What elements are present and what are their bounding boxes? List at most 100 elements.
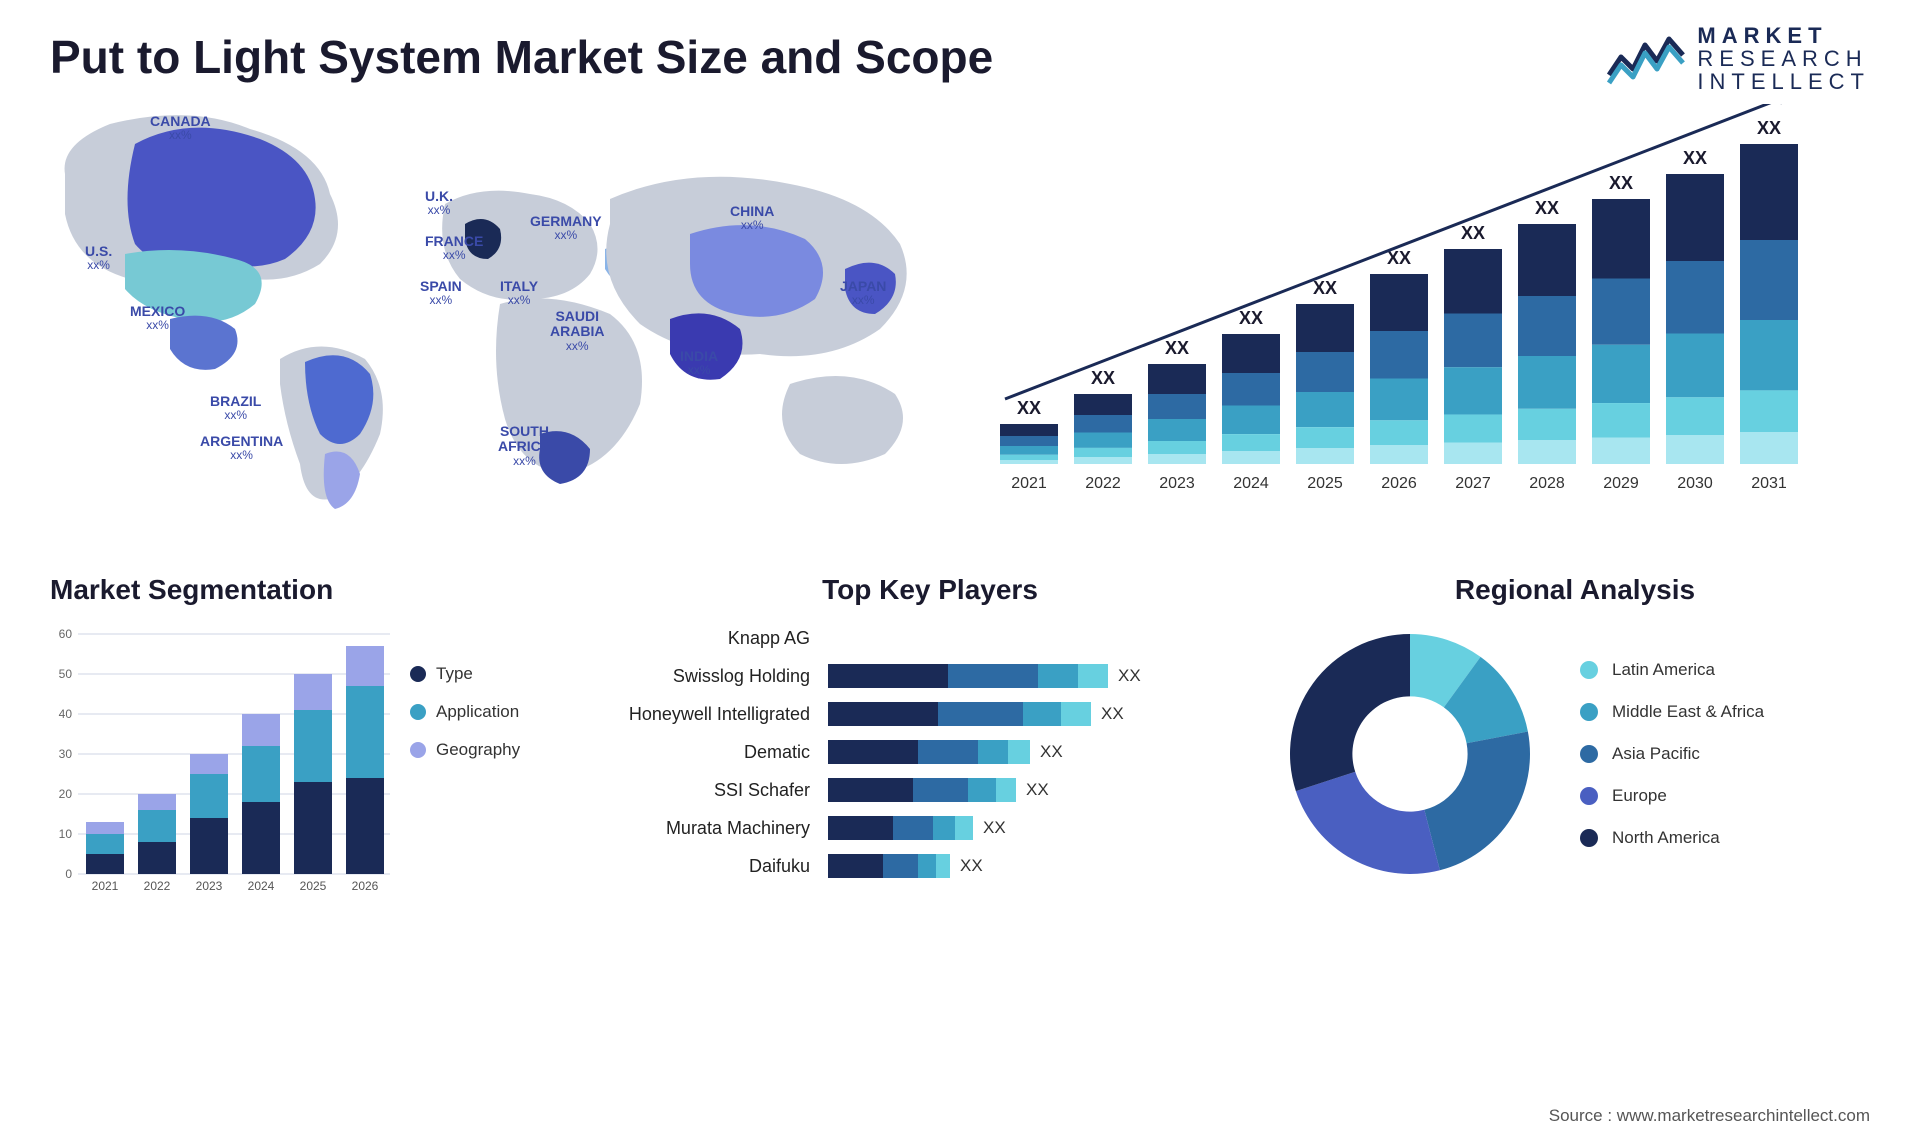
logo-icon <box>1607 31 1685 87</box>
key-player-bar <box>828 778 1016 802</box>
key-player-value: XX <box>1118 666 1141 686</box>
legend-swatch <box>1580 829 1598 847</box>
key-player-label: SSI Schafer <box>714 776 810 804</box>
bar-segment <box>913 778 968 802</box>
bar-segment <box>948 664 1038 688</box>
legend-swatch <box>1580 661 1598 679</box>
key-player-label: Daifuku <box>749 852 810 880</box>
bar-segment <box>968 778 996 802</box>
svg-text:XX: XX <box>1683 148 1707 168</box>
svg-text:2024: 2024 <box>248 879 275 893</box>
svg-text:2025: 2025 <box>300 879 327 893</box>
key-player-value: XX <box>1101 704 1124 724</box>
svg-text:XX: XX <box>1017 398 1041 418</box>
key-player-value: XX <box>960 856 983 876</box>
world-map-panel: CANADAxx%U.S.xx%MEXICOxx%BRAZILxx%ARGENT… <box>50 104 950 524</box>
segmentation-title: Market Segmentation <box>50 574 580 606</box>
bar-segment <box>996 778 1016 802</box>
svg-text:2021: 2021 <box>1011 475 1047 492</box>
legend-swatch <box>1580 703 1598 721</box>
svg-text:30: 30 <box>59 747 73 761</box>
map-country-label: MEXICOxx% <box>130 304 185 333</box>
svg-text:XX: XX <box>1313 278 1337 298</box>
svg-text:2026: 2026 <box>352 879 379 893</box>
logo-text-2: RESEARCH <box>1697 47 1870 70</box>
segmentation-legend-item: Application <box>410 702 520 722</box>
bar-segment <box>828 664 948 688</box>
svg-text:XX: XX <box>1165 338 1189 358</box>
key-player-bar <box>828 702 1091 726</box>
map-country-label: JAPANxx% <box>840 279 886 308</box>
svg-text:2023: 2023 <box>1159 475 1195 492</box>
key-player-value: XX <box>983 818 1006 838</box>
segmentation-panel: Market Segmentation 01020304050602021202… <box>50 574 580 894</box>
key-player-value: XX <box>1040 742 1063 762</box>
segmentation-legend-item: Geography <box>410 740 520 760</box>
regional-legend-item: Latin America <box>1580 660 1764 680</box>
svg-text:XX: XX <box>1535 198 1559 218</box>
svg-text:2030: 2030 <box>1677 475 1713 492</box>
map-country-label: GERMANYxx% <box>530 214 602 243</box>
key-player-bar-row: XX <box>828 700 1250 728</box>
bar-segment <box>828 816 893 840</box>
segmentation-chart: 0102030405060202120222023202420252026 <box>50 624 390 894</box>
key-player-bar <box>828 854 950 878</box>
key-player-bar <box>828 816 973 840</box>
legend-swatch <box>1580 745 1598 763</box>
legend-label: Application <box>436 702 519 722</box>
legend-label: Asia Pacific <box>1612 744 1700 764</box>
key-player-label: Dematic <box>744 738 810 766</box>
bar-segment <box>893 816 933 840</box>
map-country-label: BRAZILxx% <box>210 394 261 423</box>
svg-text:0: 0 <box>65 867 72 881</box>
svg-text:XX: XX <box>1239 308 1263 328</box>
legend-label: Latin America <box>1612 660 1715 680</box>
key-players-panel: Top Key Players Knapp AGSwisslog Holding… <box>610 574 1250 894</box>
forecast-chart-panel: XX2021XX2022XX2023XX2024XX2025XX2026XX20… <box>990 104 1870 524</box>
bar-segment <box>936 854 950 878</box>
svg-text:2022: 2022 <box>1085 475 1121 492</box>
regional-legend-item: Middle East & Africa <box>1580 702 1764 722</box>
bar-segment <box>978 740 1008 764</box>
key-players-labels: Knapp AGSwisslog HoldingHoneywell Intell… <box>610 624 810 880</box>
bar-segment <box>918 740 978 764</box>
map-country-label: U.K.xx% <box>425 189 453 218</box>
segmentation-legend: Type Application Geography <box>410 624 520 894</box>
logo-text-3: INTELLECT <box>1697 70 1870 93</box>
regional-donut-chart <box>1280 624 1540 884</box>
bar-segment <box>1061 702 1091 726</box>
bar-segment <box>1008 740 1030 764</box>
forecast-chart: XX2021XX2022XX2023XX2024XX2025XX2026XX20… <box>990 104 1820 504</box>
bar-segment <box>1038 664 1078 688</box>
segmentation-legend-item: Type <box>410 664 520 684</box>
key-player-value: XX <box>1026 780 1049 800</box>
svg-text:10: 10 <box>59 827 73 841</box>
bar-segment <box>955 816 973 840</box>
regional-legend-item: Asia Pacific <box>1580 744 1764 764</box>
key-player-bar-row: XX <box>828 776 1250 804</box>
bar-segment <box>883 854 918 878</box>
map-country-label: FRANCExx% <box>425 234 483 263</box>
key-player-bar-row: XX <box>828 814 1250 842</box>
legend-label: Middle East & Africa <box>1612 702 1764 722</box>
svg-text:2026: 2026 <box>1381 475 1417 492</box>
key-player-bar-row: XX <box>828 738 1250 766</box>
bar-segment <box>828 778 913 802</box>
bar-segment <box>1078 664 1108 688</box>
svg-text:20: 20 <box>59 787 73 801</box>
svg-text:2031: 2031 <box>1751 475 1787 492</box>
svg-text:XX: XX <box>1757 118 1781 138</box>
regional-panel: Regional Analysis Latin AmericaMiddle Ea… <box>1280 574 1870 894</box>
legend-swatch <box>410 742 426 758</box>
bar-segment <box>933 816 955 840</box>
bar-segment <box>828 854 883 878</box>
legend-label: Europe <box>1612 786 1667 806</box>
map-country-label: CHINAxx% <box>730 204 774 233</box>
map-country-label: ARGENTINAxx% <box>200 434 283 463</box>
regional-legend-item: Europe <box>1580 786 1764 806</box>
regional-legend-item: North America <box>1580 828 1764 848</box>
svg-text:2029: 2029 <box>1603 475 1639 492</box>
svg-text:2023: 2023 <box>196 879 223 893</box>
svg-text:2022: 2022 <box>144 879 171 893</box>
svg-text:40: 40 <box>59 707 73 721</box>
